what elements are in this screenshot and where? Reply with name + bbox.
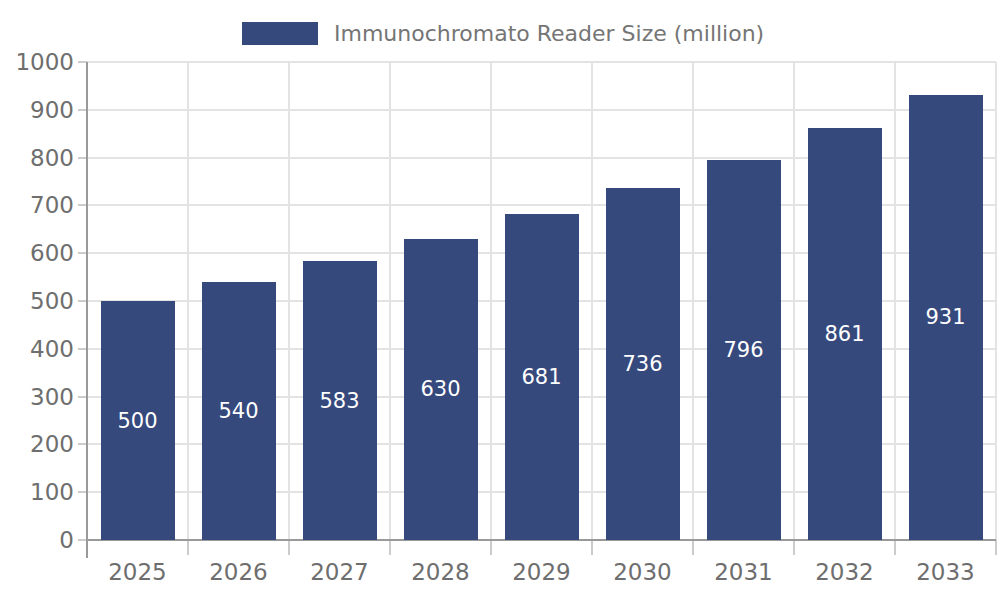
bar[interactable]: 500: [101, 301, 175, 540]
x-tick-label: 2028: [390, 560, 491, 584]
bar-value-label: 500: [117, 409, 157, 433]
bar-value-label: 540: [218, 399, 258, 423]
y-tick-label: 600: [0, 241, 74, 265]
x-tick: [894, 540, 896, 555]
x-gridline: [692, 62, 694, 540]
y-gridline: [87, 61, 996, 63]
x-gridline: [288, 62, 290, 540]
x-tick-label: 2025: [87, 560, 188, 584]
y-tick-label: 200: [0, 432, 74, 456]
x-gridline: [591, 62, 593, 540]
x-tick: [692, 540, 694, 555]
x-tick: [591, 540, 593, 555]
x-gridline: [389, 62, 391, 540]
y-tick-label: 1000: [0, 50, 74, 74]
bar-value-label: 861: [824, 322, 864, 346]
y-tick-label: 300: [0, 385, 74, 409]
y-tick-label: 900: [0, 98, 74, 122]
bar[interactable]: 540: [202, 282, 276, 540]
x-tick: [995, 540, 997, 555]
x-tick: [187, 540, 189, 555]
x-tick: [288, 540, 290, 555]
y-axis-line: [86, 62, 88, 558]
bar-value-label: 931: [925, 305, 965, 329]
bar[interactable]: 630: [404, 239, 478, 540]
x-gridline: [187, 62, 189, 540]
bar-value-label: 583: [319, 389, 359, 413]
bar[interactable]: 861: [808, 128, 882, 540]
bar-value-label: 681: [521, 365, 561, 389]
bar[interactable]: 736: [606, 188, 680, 540]
x-gridline: [490, 62, 492, 540]
bar[interactable]: 681: [505, 214, 579, 540]
chart-canvas: Immunochromato Reader Size (million) 010…: [0, 0, 1000, 600]
x-tick-label: 2029: [491, 560, 592, 584]
bar[interactable]: 583: [303, 261, 377, 540]
bar[interactable]: 931: [909, 95, 983, 540]
x-gridline: [995, 62, 997, 540]
y-tick-label: 0: [0, 528, 74, 552]
bar-value-label: 630: [420, 377, 460, 401]
plot-area: 0 100 200 300 400 500 600 700 800 900 1000 500 2025 5…: [0, 0, 1000, 600]
bar-value-label: 796: [723, 338, 763, 362]
bar[interactable]: 796: [707, 160, 781, 540]
x-tick: [389, 540, 391, 555]
x-tick-label: 2033: [895, 560, 996, 584]
x-tick: [793, 540, 795, 555]
y-tick-label: 100: [0, 480, 74, 504]
x-tick-label: 2031: [693, 560, 794, 584]
y-tick-label: 700: [0, 193, 74, 217]
x-gridline: [894, 62, 896, 540]
x-tick-label: 2027: [289, 560, 390, 584]
x-tick-label: 2026: [188, 560, 289, 584]
x-gridline: [793, 62, 795, 540]
x-tick-label: 2032: [794, 560, 895, 584]
bar-value-label: 736: [622, 352, 662, 376]
y-tick-label: 500: [0, 289, 74, 313]
y-tick-label: 400: [0, 337, 74, 361]
y-tick-label: 800: [0, 146, 74, 170]
y-gridline: [87, 109, 996, 111]
x-tick: [490, 540, 492, 555]
x-tick-label: 2030: [592, 560, 693, 584]
